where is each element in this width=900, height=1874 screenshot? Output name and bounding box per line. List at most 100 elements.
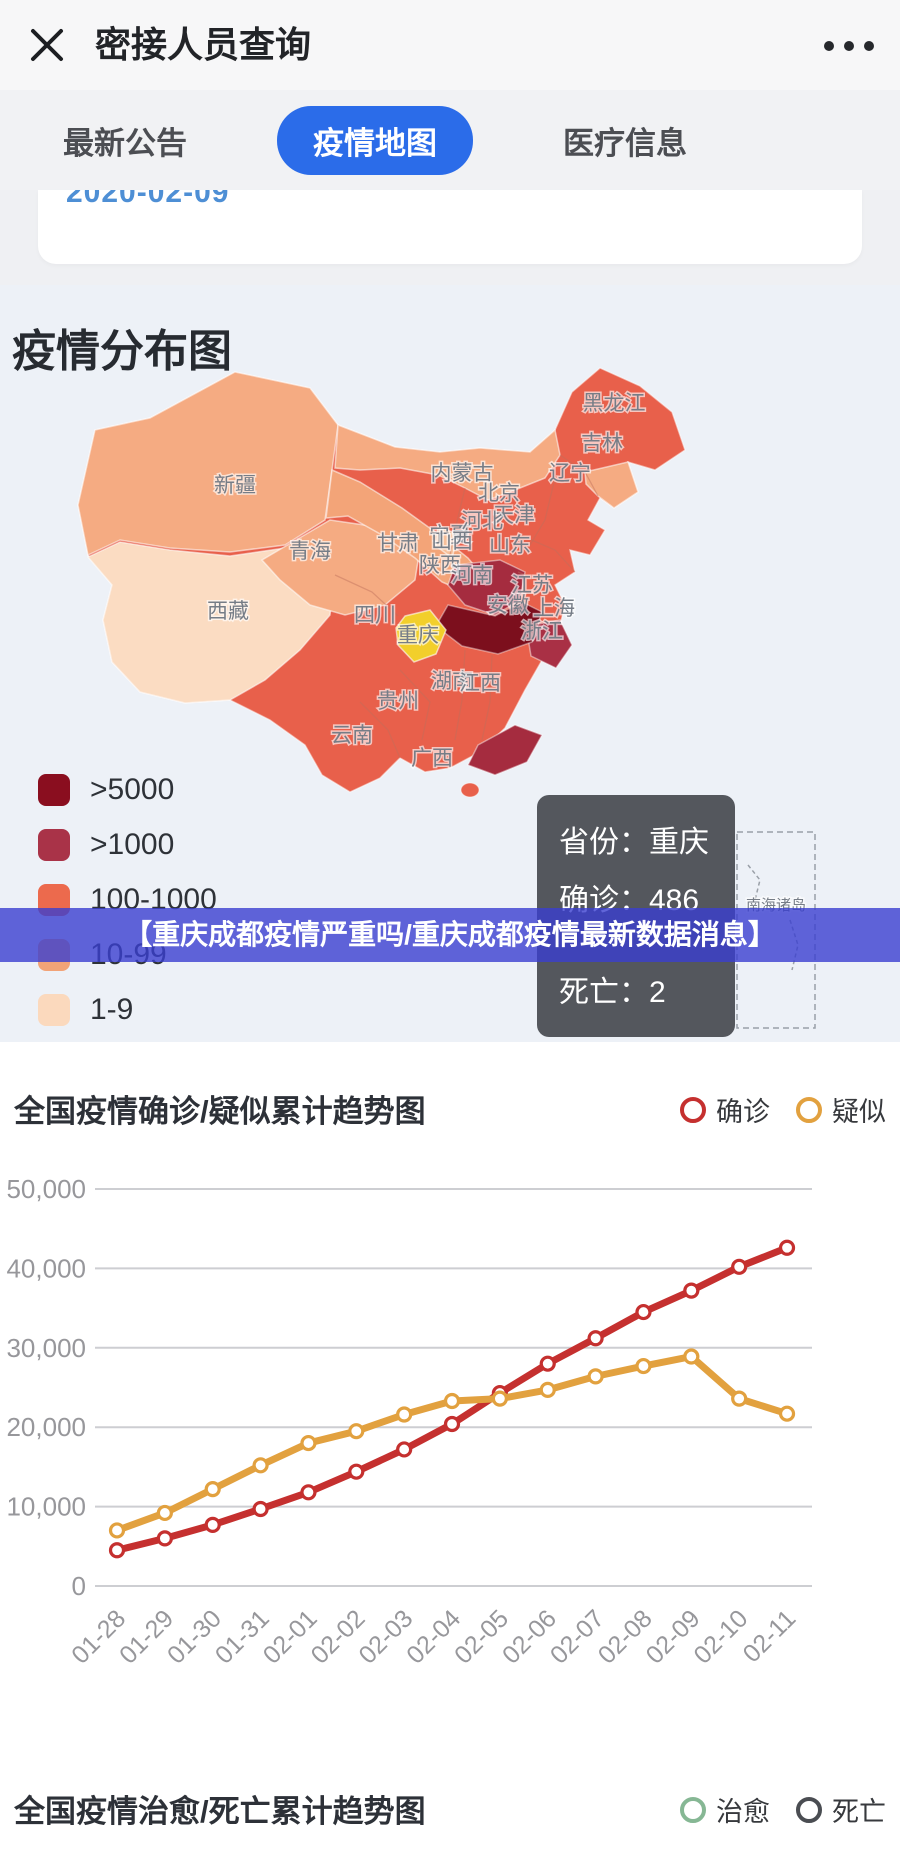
region-neimenggu[interactable] — [334, 423, 561, 501]
province-label: 湖南 — [431, 670, 473, 693]
region-chongqing-highlight[interactable] — [395, 609, 447, 663]
confirmed-ring-icon — [680, 1096, 706, 1123]
tooltip-deaths: 死亡：2 — [559, 976, 666, 1009]
map-legend-row: >1000 — [38, 828, 458, 862]
announcement-date: 2020-02-09 — [66, 190, 230, 209]
map-legend-row: 1-9 — [38, 993, 458, 1027]
province-label: 河南 — [451, 564, 493, 587]
svg-text:0: 0 — [72, 1571, 86, 1601]
legend-item-deaths[interactable]: 死亡 — [796, 1790, 886, 1829]
legend-label: 1-9 — [90, 993, 134, 1026]
province-label: 上海 — [533, 597, 575, 620]
svg-text:02-01: 02-01 — [258, 1604, 323, 1669]
cured-ring-icon — [680, 1796, 706, 1823]
svg-text:01-29: 01-29 — [114, 1604, 179, 1669]
region-hainan[interactable] — [460, 782, 480, 798]
close-icon[interactable] — [26, 24, 68, 66]
svg-text:40,000: 40,000 — [6, 1253, 86, 1283]
svg-text:01-28: 01-28 — [66, 1604, 131, 1669]
legend-item-suspected[interactable]: 疑似 — [796, 1090, 886, 1129]
province-label: 山西 — [431, 530, 473, 553]
legend-label: >5000 — [90, 773, 175, 806]
announcement-card[interactable]: 2020-02-09 — [38, 190, 862, 264]
svg-text:02-03: 02-03 — [353, 1604, 418, 1669]
province-label: 内蒙古 — [431, 462, 494, 485]
province-label: 四川 — [354, 604, 396, 627]
province-label: 天津 — [493, 504, 535, 527]
tab-epidemic-map[interactable]: 疫情地图 — [250, 105, 500, 175]
svg-text:02-11: 02-11 — [738, 1604, 802, 1668]
province-label: 吉林 — [581, 432, 623, 455]
province-label: 宁夏 — [429, 524, 471, 547]
svg-text:02-06: 02-06 — [497, 1604, 562, 1669]
province-label: 江西 — [459, 672, 501, 695]
province-label: 云南 — [331, 724, 373, 747]
svg-text:02-08: 02-08 — [593, 1604, 658, 1669]
province-label: 浙江 — [521, 620, 563, 643]
province-label: 贵州 — [377, 690, 419, 713]
legend-swatch — [38, 829, 70, 861]
svg-text:02-07: 02-07 — [545, 1604, 610, 1669]
svg-text:02-02: 02-02 — [306, 1604, 371, 1669]
region-qinghai[interactable] — [260, 519, 421, 616]
svg-text:02-04: 02-04 — [401, 1604, 466, 1669]
province-label: 新疆 — [214, 474, 256, 497]
chart2-title: 全国疫情治愈/死亡累计趋势图 — [14, 1794, 426, 1829]
province-label: 甘肃 — [377, 532, 419, 555]
region-xizang[interactable] — [86, 541, 336, 704]
map-legend-row: >5000 — [38, 773, 458, 807]
chart1-legend: 确诊 疑似 — [680, 1090, 886, 1129]
region-henan[interactable] — [447, 559, 526, 616]
province-label: 北京 — [478, 482, 520, 505]
svg-text:02-05: 02-05 — [449, 1604, 514, 1669]
chart1-title: 全国疫情确诊/疑似累计趋势图 — [14, 1094, 426, 1129]
province-borders — [334, 454, 599, 759]
map-section-title: 疫情分布图 — [12, 327, 232, 376]
region-jilin[interactable] — [584, 461, 639, 509]
overlay-banner: 【重庆成都疫情严重吗/重庆成都疫情最新数据消息】 — [0, 908, 900, 962]
announcement-strip: 2020-02-09 — [0, 190, 900, 285]
title-bar: 密接人员查询 — [0, 0, 900, 91]
legend-label: >1000 — [90, 828, 175, 861]
epidemic-map-section: 疫情分布图 — [0, 285, 900, 1042]
svg-text:50,000: 50,000 — [6, 1174, 86, 1204]
suspected-ring-icon — [796, 1096, 822, 1123]
svg-text:10,000: 10,000 — [6, 1492, 86, 1522]
legend-item-cured[interactable]: 治愈 — [680, 1790, 770, 1829]
tab-bar: 最新公告 疫情地图 医疗信息 — [0, 90, 900, 190]
region-ningxia[interactable] — [435, 523, 459, 560]
svg-text:01-31: 01-31 — [210, 1604, 275, 1669]
more-menu-icon[interactable] — [818, 36, 874, 56]
legend-swatch — [38, 994, 70, 1026]
confirmed-suspected-trend-chart[interactable]: 0 10,000 20,000 30,000 40,000 50,000 01-2801-2… — [0, 1042, 900, 1742]
trend-charts-section: 全国疫情确诊/疑似累计趋势图 确诊 疑似 0 10,000 20,000 30,000… — [0, 1042, 900, 1874]
province-label: 重庆 — [397, 624, 439, 647]
province-label: 江苏 — [511, 574, 553, 597]
tooltip-province: 省份：重庆 — [559, 826, 709, 859]
province-label: 陕西 — [419, 554, 461, 577]
china-map[interactable]: 新疆 西藏 青海 甘肃 宁夏 内蒙古 黑龙江 吉林 辽宁 北京 天津 河北 山西… — [0, 320, 900, 1032]
province-label: 安徽 — [487, 594, 529, 617]
tab-medical-info[interactable]: 医疗信息 — [563, 125, 687, 161]
svg-text:01-30: 01-30 — [162, 1604, 227, 1669]
tab-latest-announcements[interactable]: 最新公告 — [63, 125, 187, 161]
svg-text:30,000: 30,000 — [6, 1333, 86, 1363]
legend-swatch — [38, 774, 70, 806]
deaths-ring-icon — [796, 1796, 822, 1823]
province-label: 辽宁 — [549, 462, 591, 485]
province-label: 山东 — [489, 534, 531, 557]
svg-text:02-10: 02-10 — [688, 1604, 753, 1669]
page-title: 密接人员查询 — [95, 24, 312, 65]
region-guangdong[interactable] — [466, 724, 544, 776]
province-label: 西藏 — [207, 600, 249, 623]
region-xinjiang[interactable] — [77, 371, 339, 557]
legend-item-confirmed[interactable]: 确诊 — [680, 1090, 770, 1129]
svg-text:20,000: 20,000 — [6, 1412, 86, 1442]
province-label: 河北 — [461, 510, 503, 533]
chart2-legend: 治愈 死亡 — [680, 1790, 886, 1829]
province-label: 广西 — [411, 747, 453, 770]
active-tab-pill[interactable]: 疫情地图 — [277, 105, 473, 175]
province-label: 黑龙江 — [583, 392, 646, 415]
province-label: 青海 — [289, 540, 331, 563]
